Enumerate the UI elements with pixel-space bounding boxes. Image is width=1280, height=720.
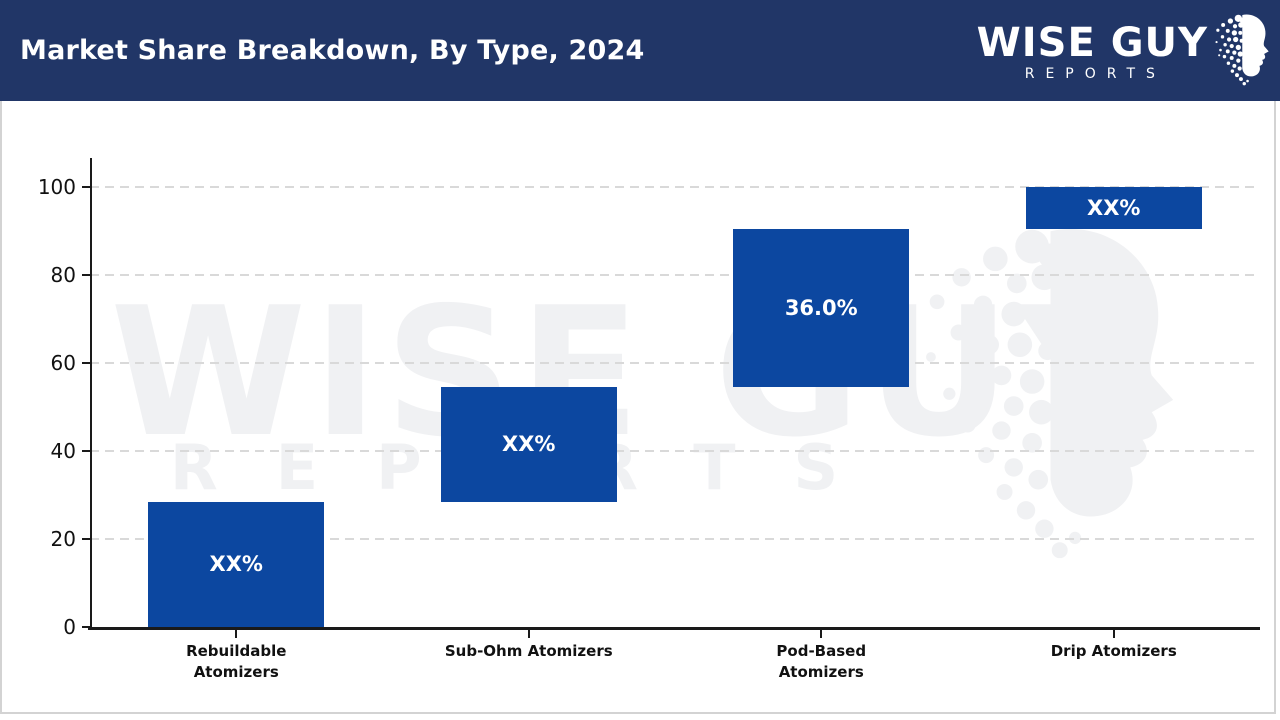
y-tick-label-80: 80 [50, 263, 76, 287]
dotted-head-icon [1215, 14, 1269, 86]
gridline-80 [90, 274, 1260, 276]
y-tick-0 [82, 626, 90, 628]
x-axis-line [88, 627, 1260, 630]
bar-value-label: 36.0% [784, 295, 858, 320]
y-tick-20 [82, 538, 90, 540]
bar-value-label: XX% [209, 552, 263, 577]
x-tick-rebuildable-atomizers [235, 630, 238, 638]
x-tick-drip-atomizers [1112, 630, 1115, 638]
y-tick-label-60: 60 [50, 351, 76, 375]
y-tick-60 [82, 362, 90, 364]
y-tick-label-100: 100 [37, 175, 76, 199]
y-tick-label-40: 40 [50, 439, 76, 463]
logo-text: WISE GUY REPORTS [977, 23, 1208, 82]
bar-rebuildable-atomizers: XX% [148, 501, 325, 627]
gridline-40 [90, 450, 1260, 452]
y-tick-label-20: 20 [50, 527, 76, 551]
bar-value-label: XX% [502, 432, 556, 457]
x-tick-label-pod-based-atomizers: Pod-Based Atomizers [776, 642, 867, 681]
x-tick-label-drip-atomizers: Drip Atomizers [1050, 642, 1177, 660]
y-tick-40 [82, 450, 90, 452]
y-tick-80 [82, 274, 90, 276]
chart-title: Market Share Breakdown, By Type, 2024 [20, 35, 645, 66]
gridline-60 [90, 362, 1260, 364]
logo-wordmark: WISE GUY [976, 19, 1208, 66]
header-bar: Market Share Breakdown, By Type, 2024 WI… [0, 0, 1280, 101]
chart-area: WISE GUY REPORTS 020406080100XX%Rebuilda… [0, 101, 1276, 714]
x-tick-label-sub-ohm-atomizers: Sub-Ohm Atomizers [444, 642, 613, 660]
y-axis-line [90, 158, 92, 630]
bar-drip-atomizers: XX% [1025, 187, 1202, 229]
bar-value-label: XX% [1087, 195, 1141, 220]
x-tick-sub-ohm-atomizers [527, 630, 530, 638]
wise-guy-logo: WISE GUY REPORTS [977, 6, 1270, 98]
gridline-100 [90, 186, 1260, 188]
y-tick-100 [82, 186, 90, 188]
x-tick-pod-based-atomizers [820, 630, 823, 638]
y-tick-label-0: 0 [63, 615, 76, 639]
logo-subtitle: REPORTS [1024, 65, 1166, 82]
bar-sub-ohm-atomizers: XX% [440, 387, 617, 502]
x-tick-label-rebuildable-atomizers: Rebuildable Atomizers [186, 642, 287, 681]
gridline-20 [90, 538, 1260, 540]
bar-pod-based-atomizers: 36.0% [733, 228, 910, 388]
